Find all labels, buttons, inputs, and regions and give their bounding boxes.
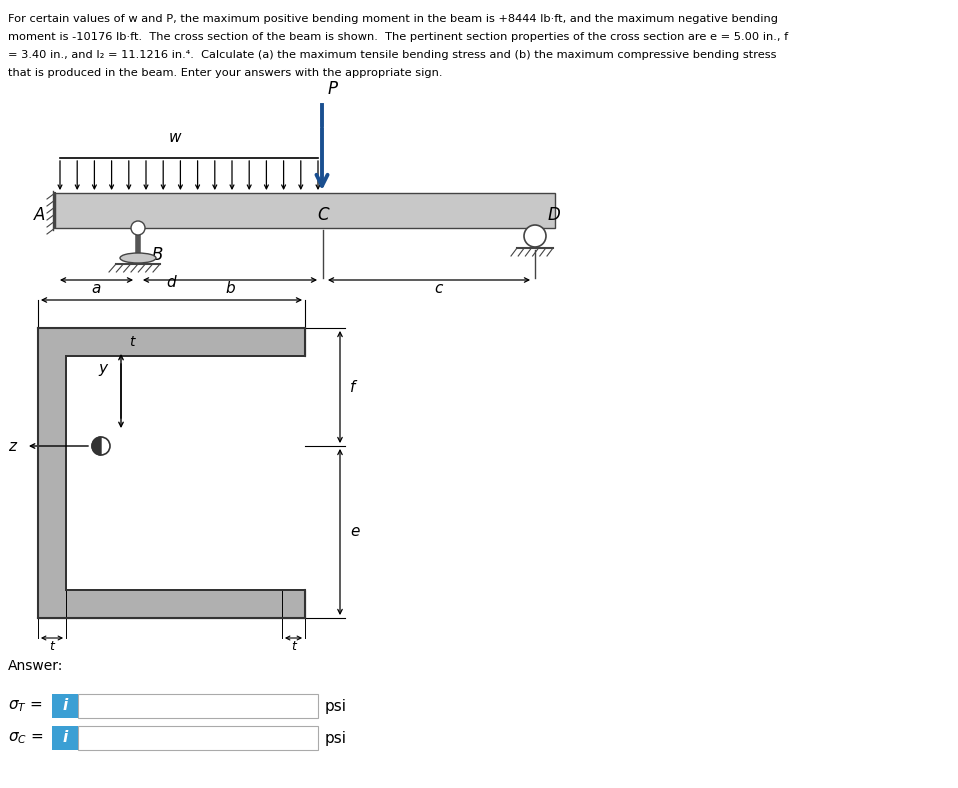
Text: Answer:: Answer: (8, 659, 63, 673)
Text: a: a (92, 281, 102, 296)
Bar (66, 356, 305, 590)
Text: i: i (62, 730, 68, 745)
Text: For certain values of w and P, the maximum positive bending moment in the beam i: For certain values of w and P, the maxim… (8, 14, 778, 24)
Text: t: t (50, 640, 55, 653)
Text: f: f (350, 380, 355, 395)
Circle shape (524, 225, 546, 247)
Bar (55, 193, 555, 228)
Polygon shape (92, 437, 101, 455)
Text: z: z (8, 438, 16, 454)
Text: b: b (226, 281, 236, 296)
Text: psi: psi (325, 730, 347, 745)
Text: P: P (328, 80, 338, 98)
Text: w: w (169, 130, 181, 145)
Text: D: D (548, 206, 560, 224)
Text: $\sigma_C$ =: $\sigma_C$ = (8, 730, 43, 746)
Text: that is produced in the beam. Enter your answers with the appropriate sign.: that is produced in the beam. Enter your… (8, 68, 443, 78)
Bar (78, 726, 318, 750)
Text: d: d (167, 275, 176, 290)
Text: y: y (98, 361, 107, 376)
Text: psi: psi (325, 698, 347, 713)
Text: B: B (152, 246, 164, 264)
Text: moment is -10176 lb·ft.  The cross section of the beam is shown.  The pertinent : moment is -10176 lb·ft. The cross sectio… (8, 32, 788, 42)
Bar (78, 694, 318, 718)
Ellipse shape (120, 253, 156, 263)
Text: = 3.40 in., and I₂ = 11.1216 in.⁴.  Calculate (a) the maximum tensile bending st: = 3.40 in., and I₂ = 11.1216 in.⁴. Calcu… (8, 50, 777, 60)
Text: $\sigma_T$ =: $\sigma_T$ = (8, 698, 42, 714)
Text: c: c (434, 281, 443, 296)
Circle shape (131, 221, 145, 235)
Bar (52, 726, 78, 750)
Text: t: t (291, 640, 296, 653)
Text: C: C (317, 206, 329, 224)
Polygon shape (38, 328, 305, 618)
Text: t: t (129, 335, 134, 349)
Bar (52, 694, 78, 718)
Text: A: A (34, 206, 46, 224)
Text: e: e (350, 525, 359, 540)
Text: i: i (62, 698, 68, 713)
